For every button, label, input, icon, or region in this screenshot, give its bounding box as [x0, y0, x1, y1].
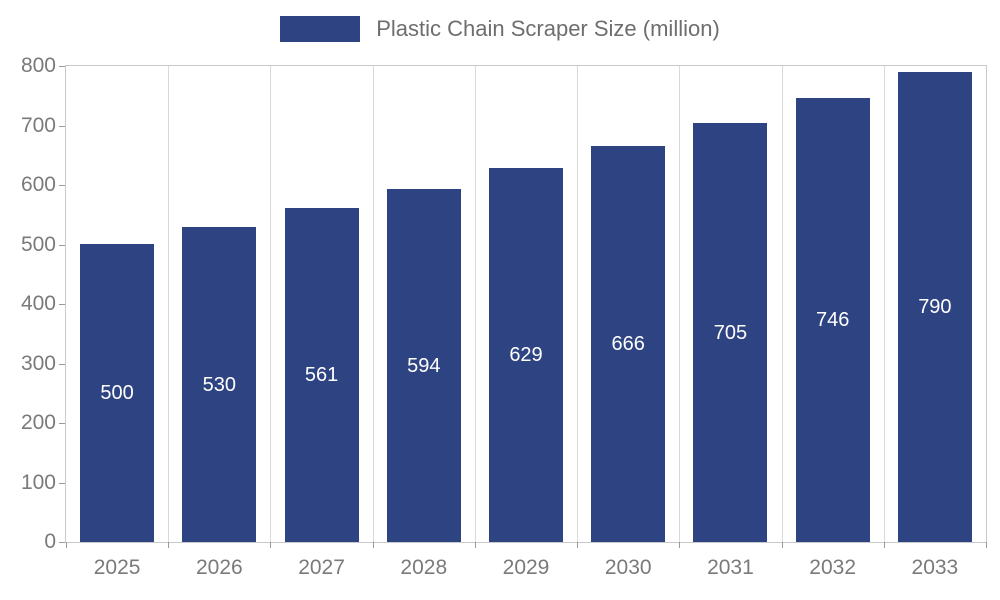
y-axis-tick-label: 100	[20, 470, 56, 494]
x-axis-tick-label: 2025	[93, 556, 141, 579]
plot-area: 500 530 561 594 629 666 705 746 790 0 100 200 300 400…	[21, 54, 987, 579]
y-axis-tick-mark	[59, 125, 65, 127]
bar-2028: 594	[386, 189, 461, 542]
bar-2026: 530	[182, 227, 257, 542]
bar-value-label: 790	[918, 296, 952, 318]
x-axis-tick-label: 2029	[502, 556, 550, 579]
bar-value-label: 500	[100, 382, 134, 404]
y-axis-tick-mark	[59, 542, 65, 543]
y-axis-tick-mark	[59, 423, 65, 424]
x-axis-tick-mark	[372, 542, 374, 548]
bar-2033: 790	[897, 72, 972, 542]
y-axis-tick-label: 600	[20, 173, 56, 196]
x-axis-tick-mark	[781, 542, 783, 548]
x-axis-tick-label: 2031	[707, 556, 754, 579]
vertical-gridline	[883, 66, 885, 542]
bar-value-label: 561	[304, 364, 339, 386]
y-axis-tick-mark	[59, 304, 65, 305]
bar-value-label: 629	[509, 344, 543, 366]
y-axis-tick-label: 500	[20, 232, 56, 256]
bar-value-label: 746	[815, 309, 850, 331]
x-axis-tick-label: 2030	[604, 556, 652, 579]
x-axis-tick-mark	[577, 542, 579, 548]
bar-2025: 500	[80, 244, 155, 542]
legend[interactable]: Plastic Chain Scraper Size (million)	[0, 16, 1000, 42]
vertical-gridline	[781, 66, 783, 542]
bar-2030: 666	[591, 146, 666, 542]
y-axis-tick-mark	[59, 66, 65, 67]
bar-2031: 705	[693, 123, 768, 542]
vertical-gridline	[270, 66, 272, 542]
x-axis-tick-label: 2027	[298, 556, 345, 579]
vertical-gridline	[679, 66, 681, 542]
bar-value-label: 594	[407, 354, 441, 377]
vertical-gridline	[372, 66, 374, 542]
y-axis-tick-label: 800	[20, 54, 56, 77]
y-axis-tick-mark	[59, 185, 65, 186]
bar-2032: 746	[795, 98, 870, 542]
x-axis-tick-label: 2033	[911, 556, 959, 579]
y-axis-tick-label: 300	[20, 351, 56, 375]
x-axis-tick-label: 2026	[195, 556, 243, 579]
bar-value-label: 666	[611, 333, 645, 355]
vertical-gridline	[577, 66, 579, 542]
y-axis-tick-label: 0	[44, 530, 56, 553]
vertical-gridline	[474, 66, 476, 542]
bar-2027: 561	[284, 208, 359, 542]
x-axis-tick-mark	[66, 542, 67, 548]
x-axis-tick-mark	[270, 542, 272, 548]
y-axis-tick-label: 700	[20, 113, 56, 137]
legend-label: Plastic Chain Scraper Size (million)	[376, 16, 720, 41]
x-axis-tick-mark	[474, 542, 476, 548]
bar-2029: 629	[489, 168, 563, 542]
y-axis-tick-label: 400	[20, 292, 56, 315]
legend-swatch-icon	[280, 16, 361, 42]
vertical-gridline	[168, 66, 170, 542]
x-axis-tick-mark	[986, 542, 987, 548]
bar-value-label: 705	[713, 321, 748, 344]
y-axis-tick-mark	[59, 363, 65, 365]
y-axis-tick-mark	[59, 244, 65, 246]
x-axis-tick-label: 2032	[809, 556, 857, 579]
x-axis-tick-mark	[679, 542, 681, 548]
y-axis-tick-mark	[59, 482, 65, 484]
bar-value-label: 530	[202, 373, 237, 396]
x-axis-tick-mark	[883, 542, 885, 548]
x-axis-tick-label: 2028	[400, 556, 448, 579]
x-axis-tick-mark	[168, 542, 170, 548]
y-axis-tick-label: 200	[20, 411, 56, 434]
